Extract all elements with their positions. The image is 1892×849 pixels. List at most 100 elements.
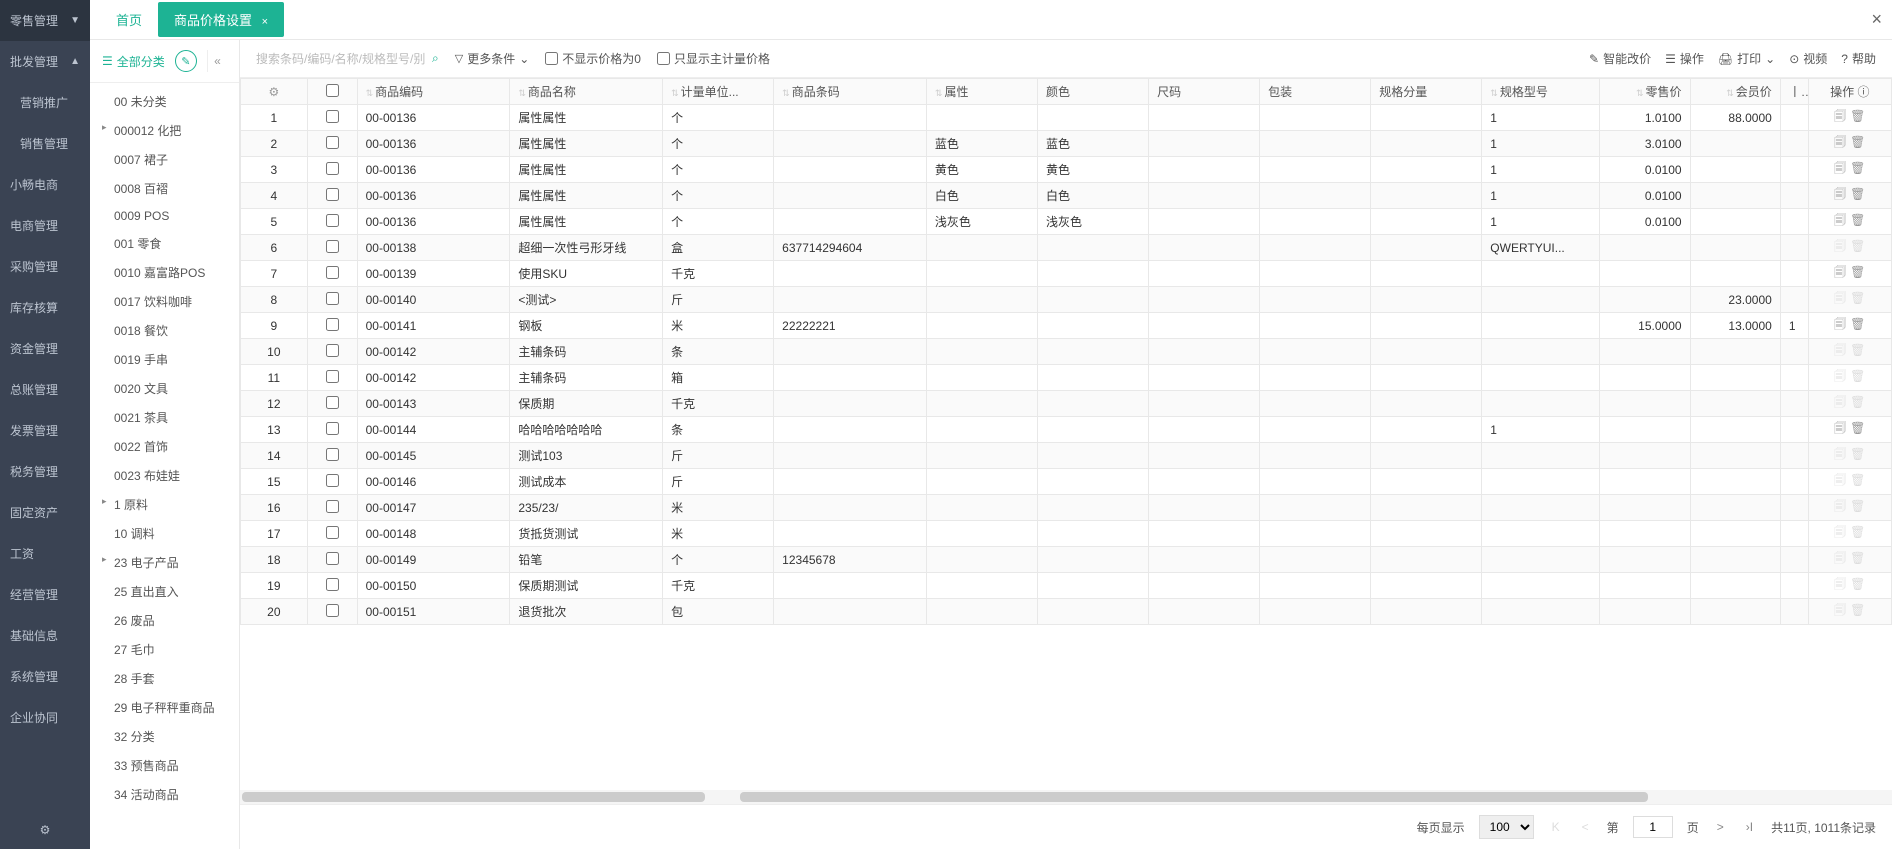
row-delete-icon[interactable]: 🗑: [1850, 265, 1865, 279]
row-delete-icon[interactable]: 🗑: [1850, 421, 1865, 435]
tree-node-19[interactable]: 27 毛巾: [90, 635, 239, 664]
row-delete-icon[interactable]: 🗑: [1850, 161, 1865, 175]
sidebar-item-11[interactable]: 税务管理: [0, 451, 90, 492]
help-button[interactable]: ? 帮助: [1841, 50, 1876, 67]
tab-price-settings[interactable]: 商品价格设置 ×: [158, 2, 284, 37]
sidebar-item-3[interactable]: 销售管理: [0, 123, 90, 164]
row-edit-icon[interactable]: 🗐: [1834, 161, 1846, 175]
row-edit-icon[interactable]: 🗐: [1834, 135, 1846, 149]
row-checkbox[interactable]: [326, 292, 339, 305]
tree-node-17[interactable]: 25 直出直入: [90, 577, 239, 606]
tree-node-13[interactable]: 0023 布娃娃: [90, 461, 239, 490]
print-button[interactable]: 🖨 打印 ⌄: [1718, 50, 1775, 67]
row-checkbox[interactable]: [326, 500, 339, 513]
row-delete-icon[interactable]: 🗑: [1850, 317, 1865, 331]
row-checkbox[interactable]: [326, 318, 339, 331]
hide-zero-price-checkbox[interactable]: 不显示价格为0: [545, 50, 641, 67]
row-checkbox[interactable]: [326, 214, 339, 227]
column-header-barcode[interactable]: ⇅商品条码: [774, 79, 927, 105]
tree-node-5[interactable]: 001 零食: [90, 229, 239, 258]
row-checkbox[interactable]: [326, 370, 339, 383]
tree-node-6[interactable]: 0010 嘉富路POS: [90, 258, 239, 287]
table-row[interactable]: 300-00136属性属性个黄色黄色10.0100🗐🗑: [241, 157, 1892, 183]
tree-node-12[interactable]: 0022 首饰: [90, 432, 239, 461]
main-unit-only-checkbox[interactable]: 只显示主计量价格: [657, 50, 770, 67]
tree-node-3[interactable]: 0008 百褶: [90, 174, 239, 203]
sort-icon[interactable]: ⇅: [518, 89, 526, 97]
search-input[interactable]: [256, 52, 426, 66]
row-checkbox[interactable]: [326, 240, 339, 253]
tree-node-0[interactable]: 00 未分类: [90, 87, 239, 116]
tree-node-10[interactable]: 0020 文具: [90, 374, 239, 403]
table-row[interactable]: 1800-00149铅笔个12345678🗐🗑: [241, 547, 1892, 573]
sort-icon[interactable]: ⇅: [1726, 89, 1734, 97]
row-checkbox[interactable]: [326, 110, 339, 123]
sidebar-item-1[interactable]: 批发管理▲: [0, 41, 90, 82]
tree-node-22[interactable]: 32 分类: [90, 722, 239, 751]
tree-node-21[interactable]: 29 电子秤秤重商品: [90, 693, 239, 722]
table-row[interactable]: 1400-00145测试103斤🗐🗑: [241, 443, 1892, 469]
table-row[interactable]: 200-00136属性属性个蓝色蓝色13.0100🗐🗑: [241, 131, 1892, 157]
sidebar-item-14[interactable]: 经营管理: [0, 574, 90, 615]
prev-page-button[interactable]: <: [1578, 820, 1593, 834]
tabs-close-all[interactable]: ×: [1871, 9, 1882, 30]
sort-icon[interactable]: ⇅: [671, 89, 679, 97]
row-checkbox[interactable]: [326, 552, 339, 565]
table-row[interactable]: 1500-00146测试成本斤🗐🗑: [241, 469, 1892, 495]
column-header-attr[interactable]: ⇅属性: [926, 79, 1037, 105]
table-row[interactable]: 1700-00148货抵货测试米🗐🗑: [241, 521, 1892, 547]
tree-node-18[interactable]: 26 废品: [90, 606, 239, 635]
sidebar-item-15[interactable]: 基础信息: [0, 615, 90, 656]
tree-edit-button[interactable]: ✎: [175, 50, 197, 72]
table-row[interactable]: 800-00140<测试>斤23.0000🗐🗑: [241, 287, 1892, 313]
column-header-spec_model[interactable]: ⇅规格型号: [1482, 79, 1600, 105]
table-row[interactable]: 400-00136属性属性个白色白色10.0100🗐🗑: [241, 183, 1892, 209]
sidebar-item-5[interactable]: 电商管理: [0, 205, 90, 246]
row-delete-icon[interactable]: 🗑: [1850, 109, 1865, 123]
row-checkbox[interactable]: [326, 578, 339, 591]
tree-node-7[interactable]: 0017 饮料咖啡: [90, 287, 239, 316]
table-row[interactable]: 700-00139使用SKU千克🗐🗑: [241, 261, 1892, 287]
sidebar-item-0[interactable]: 零售管理▼: [0, 0, 90, 41]
tree-title[interactable]: ☰ 全部分类: [102, 53, 165, 70]
row-edit-icon[interactable]: 🗐: [1834, 265, 1846, 279]
column-header-name[interactable]: ⇅商品名称: [510, 79, 663, 105]
tree-node-9[interactable]: 0019 手串: [90, 345, 239, 374]
page-input[interactable]: [1633, 816, 1673, 838]
sidebar-item-7[interactable]: 库存核算: [0, 287, 90, 328]
table-row[interactable]: 500-00136属性属性个浅灰色浅灰色10.0100🗐🗑: [241, 209, 1892, 235]
search-icon[interactable]: ⌕: [432, 51, 439, 66]
sidebar-item-9[interactable]: 总账管理: [0, 369, 90, 410]
tree-node-20[interactable]: 28 手套: [90, 664, 239, 693]
row-edit-icon[interactable]: 🗐: [1834, 213, 1846, 227]
table-row[interactable]: 900-00141钢板米2222222115.000013.00001🗐🗑: [241, 313, 1892, 339]
row-checkbox[interactable]: [326, 136, 339, 149]
select-all-checkbox[interactable]: [326, 84, 339, 97]
sidebar-item-2[interactable]: 营销推广: [0, 82, 90, 123]
tree-node-24[interactable]: 34 活动商品: [90, 780, 239, 809]
horizontal-scrollbar[interactable]: [240, 790, 1892, 804]
table-settings-icon[interactable]: ⚙: [268, 85, 279, 99]
row-checkbox[interactable]: [326, 396, 339, 409]
sidebar-item-4[interactable]: 小畅电商: [0, 164, 90, 205]
sidebar-item-10[interactable]: 发票管理: [0, 410, 90, 451]
table-row[interactable]: 600-00138超细一次性弓形牙线盒637714294604QWERTYUI.…: [241, 235, 1892, 261]
more-conditions-button[interactable]: ▽ 更多条件 ⌄: [455, 50, 530, 67]
column-header-unit[interactable]: ⇅计量单位...: [663, 79, 774, 105]
tree-node-16[interactable]: 23 电子产品: [90, 548, 239, 577]
tab-home[interactable]: 首页: [100, 2, 158, 37]
table-row[interactable]: 1200-00143保质期千克🗐🗑: [241, 391, 1892, 417]
tree-node-11[interactable]: 0021 茶具: [90, 403, 239, 432]
sidebar-item-13[interactable]: 工资: [0, 533, 90, 574]
row-checkbox[interactable]: [326, 448, 339, 461]
smart-edit-button[interactable]: ✎ 智能改价: [1589, 50, 1651, 67]
sort-icon[interactable]: ⇅: [782, 89, 790, 97]
table-row[interactable]: 1000-00142主辅条码条🗐🗑: [241, 339, 1892, 365]
row-delete-icon[interactable]: 🗑: [1850, 213, 1865, 227]
operate-button[interactable]: ☰ 操作: [1665, 50, 1704, 67]
table-row[interactable]: 1100-00142主辅条码箱🗐🗑: [241, 365, 1892, 391]
table-row[interactable]: 1300-00144哈哈哈哈哈哈哈条1🗐🗑: [241, 417, 1892, 443]
sidebar-item-12[interactable]: 固定资产: [0, 492, 90, 533]
settings-gear-button[interactable]: ⚙: [0, 811, 90, 849]
next-page-button[interactable]: >: [1713, 820, 1728, 834]
